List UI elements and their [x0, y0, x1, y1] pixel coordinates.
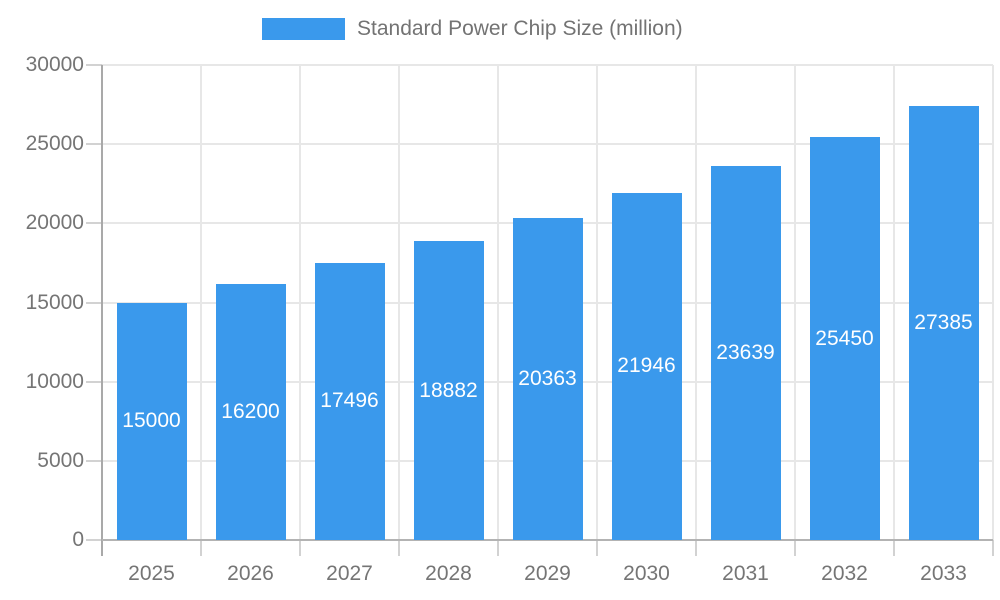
y-axis-tick [86, 380, 102, 383]
y-axis-tick-label: 0 [72, 528, 84, 551]
gridline-vertical [398, 65, 400, 540]
x-axis-tick-label: 2031 [722, 562, 769, 585]
x-axis-tick [299, 540, 301, 556]
x-axis-tick-label: 2033 [920, 562, 967, 585]
y-axis-tick-label: 25000 [25, 132, 84, 156]
bar[interactable] [116, 302, 187, 540]
y-axis-tick-label: 20000 [25, 211, 84, 235]
x-axis-tick-label: 2026 [227, 562, 274, 585]
y-axis-tick [86, 143, 102, 146]
bar[interactable] [413, 241, 484, 540]
bar[interactable] [908, 106, 979, 540]
x-axis-tick [992, 540, 994, 556]
x-axis-tick-label: 2025 [128, 562, 175, 585]
y-axis-tick [86, 222, 102, 225]
x-axis-tick-label: 2029 [524, 562, 571, 585]
x-axis-tick [893, 540, 895, 556]
x-axis-tick [794, 540, 796, 556]
x-axis-tick [596, 540, 598, 556]
gridline-vertical [497, 65, 499, 540]
y-axis-tick [86, 459, 102, 462]
bar[interactable] [710, 165, 781, 540]
x-axis-tick-label: 2030 [623, 562, 670, 585]
y-axis-tick-label: 5000 [37, 448, 84, 472]
x-axis-tick-label: 2028 [425, 562, 472, 585]
y-axis-tick-label: 10000 [25, 369, 84, 393]
x-axis-tick [398, 540, 400, 556]
gridline-vertical [596, 65, 598, 540]
bar[interactable] [611, 192, 682, 540]
gridline-vertical [695, 65, 697, 540]
x-axis-line [102, 539, 993, 541]
y-axis-tick [86, 64, 102, 66]
bar[interactable] [314, 262, 385, 540]
bar[interactable] [215, 283, 286, 540]
y-axis-tick [86, 301, 102, 304]
gridline-vertical [794, 65, 796, 540]
x-axis-tick-label: 2032 [821, 562, 868, 585]
gridline-vertical [299, 65, 301, 540]
bar[interactable] [809, 137, 880, 540]
gridline-vertical [992, 65, 994, 540]
y-axis-tick-label: 15000 [25, 290, 84, 314]
y-axis-tick-label: 30000 [25, 53, 84, 76]
legend-item[interactable]: Standard Power Chip Size (million) [262, 17, 683, 41]
gridline-horizontal [102, 143, 993, 146]
x-axis-tick [497, 540, 499, 556]
gridline-horizontal [102, 64, 993, 66]
legend-label: Standard Power Chip Size (million) [357, 17, 683, 40]
bar[interactable] [512, 217, 583, 540]
legend-swatch [262, 18, 345, 40]
y-axis-tick [86, 539, 102, 541]
gridline-vertical [200, 65, 202, 540]
x-axis-tick [200, 540, 202, 556]
y-axis-line [101, 65, 103, 556]
gridline-vertical [893, 65, 895, 540]
x-axis-tick [695, 540, 697, 556]
x-axis-tick-label: 2027 [326, 562, 373, 585]
